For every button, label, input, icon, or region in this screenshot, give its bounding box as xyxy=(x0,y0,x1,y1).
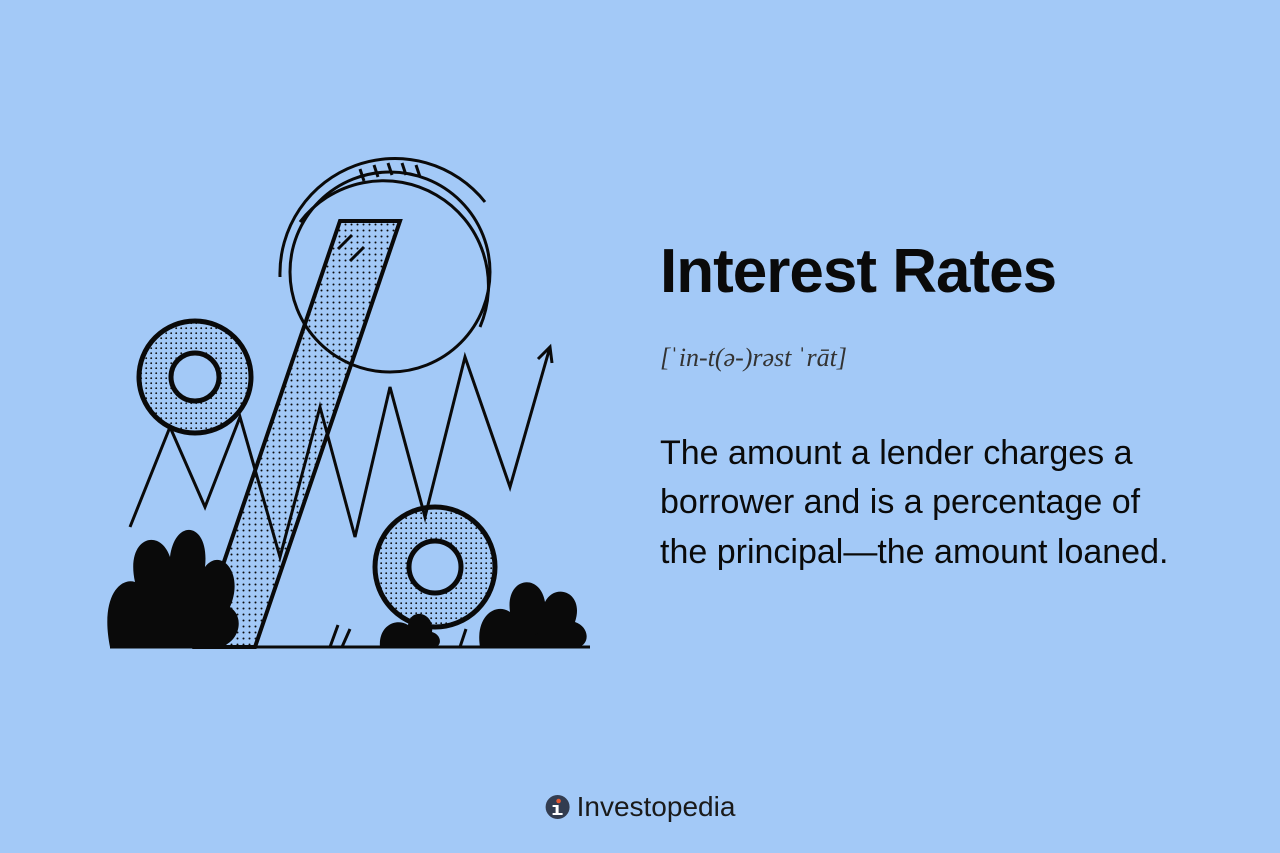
brand-name: Investopedia xyxy=(577,791,736,823)
brand-logo: Investopedia xyxy=(545,791,736,823)
card-title: Interest Rates xyxy=(660,236,1200,307)
text-block: Interest Rates [ˈin-t(ə-)rəst ˈrāt] The … xyxy=(620,236,1200,577)
percent-illustration xyxy=(80,127,620,687)
definition: The amount a lender charges a borrower a… xyxy=(660,429,1180,577)
infographic-card: Interest Rates [ˈin-t(ə-)rəst ˈrāt] The … xyxy=(0,0,1280,853)
investopedia-icon xyxy=(545,794,571,820)
pronunciation: [ˈin-t(ə-)rəst ˈrāt] xyxy=(660,343,1200,373)
